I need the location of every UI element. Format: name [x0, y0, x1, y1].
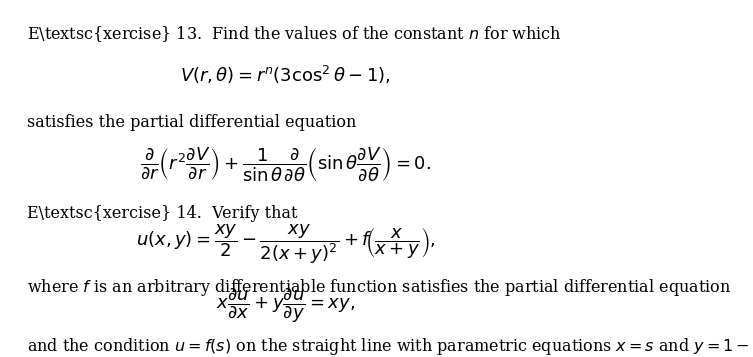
Text: and the condition $u = f(s)$ on the straight line with parametric equations $x =: and the condition $u = f(s)$ on the stra…: [27, 336, 753, 357]
Text: E\textsc{xercise} 13.  Find the values of the constant $n$ for which: E\textsc{xercise} 13. Find the values of…: [27, 24, 562, 44]
Text: E\textsc{xercise} 14.  Verify that: E\textsc{xercise} 14. Verify that: [27, 205, 297, 222]
Text: where $f$ is an arbitrary differentiable function satisfies the partial differen: where $f$ is an arbitrary differentiable…: [27, 277, 731, 298]
Text: $x\dfrac{\partial u}{\partial x} + y\dfrac{\partial u}{\partial y} = xy,$: $x\dfrac{\partial u}{\partial x} + y\dfr…: [216, 286, 355, 325]
Text: satisfies the partial differential equation: satisfies the partial differential equat…: [27, 114, 356, 131]
Text: $\dfrac{\partial}{\partial r}\left(r^2\dfrac{\partial V}{\partial r}\right) + \d: $\dfrac{\partial}{\partial r}\left(r^2\d…: [140, 146, 431, 183]
Text: $V(r,\theta) = r^n\left(3\cos^2\theta - 1\right),$: $V(r,\theta) = r^n\left(3\cos^2\theta - …: [180, 64, 391, 86]
Text: $u(x,y) = \dfrac{xy}{2} - \dfrac{xy}{2(x+y)^2} + f\!\left(\dfrac{x}{x+y}\right),: $u(x,y) = \dfrac{xy}{2} - \dfrac{xy}{2(x…: [136, 223, 435, 266]
